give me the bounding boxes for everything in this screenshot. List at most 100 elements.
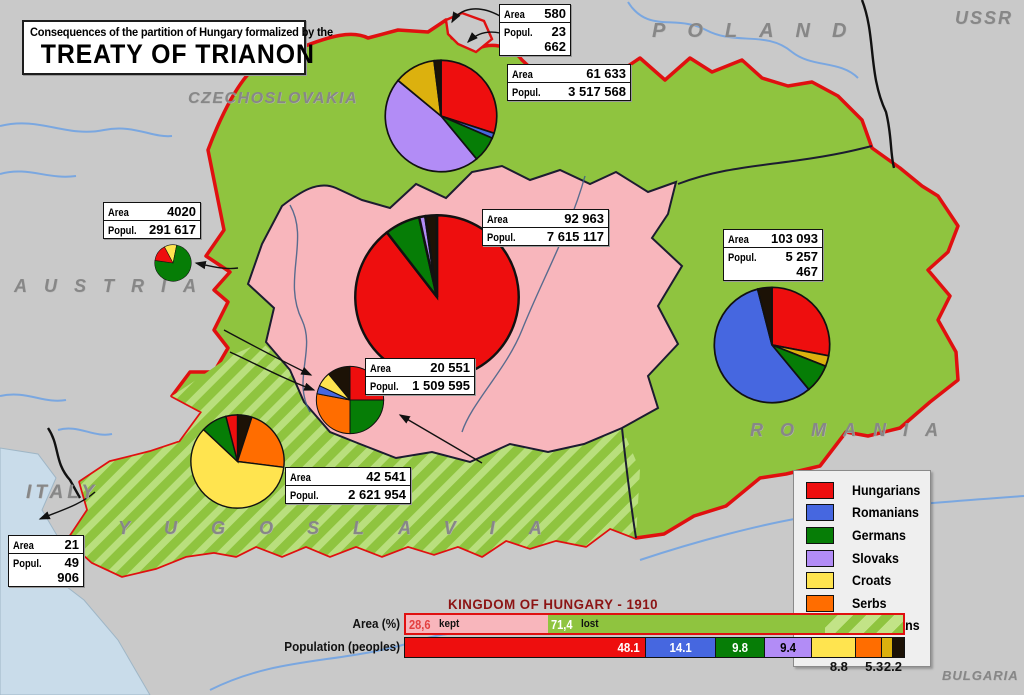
arrow-italy-coast: [38, 491, 96, 520]
map-subtitle: Consequences of the partition of Hungary…: [30, 27, 333, 39]
area-label: Area: [728, 234, 749, 246]
area-value: 42 541: [366, 469, 406, 484]
population-bar-below-labels: 8.8 5.3 2.2: [404, 659, 905, 675]
stat-row-population: Popul. 1 509 595: [366, 376, 474, 394]
stat-row-population: Popul. 5 257 467: [724, 247, 822, 280]
population-segment-Ruthenians: [881, 638, 893, 657]
population-stacked-bar: 48.1 14.1 9.8 9.4: [404, 637, 905, 658]
country-label-bulgaria: BULGARIA: [942, 668, 1019, 683]
internal-borders: [621, 145, 873, 539]
country-label-czechoslovakia: CZECHOSLOVAKIA: [188, 90, 359, 107]
stat-row-population: Popul. 291 617: [104, 220, 200, 238]
stat-row-area: Area 103 093: [724, 230, 822, 247]
bottom-chart-title: KINGDOM OF HUNGARY - 1910: [448, 596, 658, 612]
population-segment-Hungarians: 48.1: [405, 638, 646, 657]
pie-slice-Hungarians: [225, 414, 239, 462]
area-label: Area: [512, 69, 533, 81]
pie-chart-hungary: [352, 212, 522, 382]
population-label: Popul.: [370, 381, 399, 393]
area-value: 103 093: [771, 231, 818, 246]
stat-row-population: Popul. 49 906: [9, 553, 83, 586]
country-label-poland: POLAND: [652, 20, 869, 42]
stat-box-hungary: Area 92 963 Popul. 7 615 117: [482, 209, 609, 246]
stat-box-italy: Area 21 Popul. 49 906: [8, 535, 84, 587]
stat-row-area: Area 580: [500, 5, 570, 22]
area-value: 61 633: [586, 66, 626, 81]
pie-slice-Hungarians: [771, 286, 831, 357]
stat-row-area: Area 21: [9, 536, 83, 553]
area-segment-lost: 71,4 lost: [548, 615, 903, 633]
population-value: 1 509 595: [412, 378, 470, 393]
population-segment-value: 48.1: [617, 640, 640, 655]
area-label: Area: [13, 540, 34, 552]
map-title: TREATY OF TRIANON: [40, 39, 315, 69]
population-label: Popul.: [504, 27, 533, 39]
annotation-arrows: [38, 8, 501, 520]
legend-label: Germans: [852, 527, 906, 543]
map-title-box: Consequences of the partition of Hungary…: [22, 20, 333, 75]
pie-slice-Germans: [349, 399, 385, 435]
population-bar-label: Population (peoples): [284, 639, 400, 654]
legend-label: Romanians: [852, 505, 919, 521]
population-below-value-Croats: 8.8: [829, 659, 848, 674]
area-value: 92 963: [564, 211, 604, 226]
stat-box-romania: Area 103 093 Popul. 5 257 467: [723, 229, 823, 281]
population-below-value-Ruthenians: 2.2: [883, 659, 903, 674]
stat-row-population: Popul. 2 621 954: [286, 485, 410, 503]
country-label-romania: ROMANIA: [750, 420, 955, 440]
population-value: 3 517 568: [568, 84, 626, 99]
population-label: Popul.: [108, 225, 137, 237]
population-value: 2 621 954: [348, 487, 406, 502]
pie-slice-others: [423, 214, 439, 298]
population-below-value-Serbs: 5.3: [865, 659, 884, 674]
country-label-italy: ITALY: [26, 482, 99, 503]
stat-row-area: Area 42 541: [286, 468, 410, 485]
population-segment-value: 14.1: [669, 640, 692, 655]
arrow-austria-pie: [194, 260, 239, 270]
legend-item-Croats: Croats: [806, 569, 930, 592]
pie-slice-Serbs: [236, 416, 285, 469]
population-value: 7 615 117: [546, 229, 604, 244]
legend-item-Hungarians: Hungarians: [806, 479, 930, 502]
stat-box-north-enclaves: Area 580 Popul. 23 662: [499, 4, 571, 56]
stat-row-population: Popul. 7 615 117: [483, 227, 608, 245]
hatch-decoration: [824, 615, 903, 633]
population-label: Popul.: [728, 252, 757, 264]
pie-slice-Slovaks: [384, 79, 478, 173]
country-label-yugoslavia: YUGOSLAVIA: [118, 518, 576, 538]
population-value: 49 906: [57, 555, 79, 585]
area-segment-word: lost: [581, 618, 600, 630]
area-label: Area: [108, 207, 129, 219]
area-value: 4020: [167, 204, 196, 219]
area-segment-kept: 28,6 kept: [406, 615, 549, 633]
stat-row-area: Area 61 633: [508, 65, 630, 82]
stat-box-austria: Area 4020 Popul. 291 617: [103, 202, 201, 239]
legend-swatch-Croats: [806, 572, 834, 590]
population-label: Popul.: [512, 87, 541, 99]
area-bar-label: Area (%): [352, 616, 400, 631]
legend-swatch-Serbs: [806, 594, 834, 612]
population-label: Popul.: [290, 490, 319, 502]
stat-box-yugoslavia: Area 42 541 Popul. 2 621 954: [285, 467, 411, 504]
area-label: Area: [504, 9, 525, 21]
area-value: 21: [64, 537, 79, 552]
pie-slice-Croats: [190, 428, 285, 509]
population-segment-others: [892, 638, 904, 657]
area-segment-value: 71,4: [551, 616, 573, 632]
region-yugoslavia-hatched: [68, 342, 640, 576]
legend-item-Serbs: Serbs: [806, 592, 930, 615]
pie-slice-Romanians: [713, 288, 810, 404]
arrow-strip-pie-3: [398, 414, 483, 464]
pie-slice-Serbs: [315, 393, 351, 435]
stat-row-area: Area 20 551: [366, 359, 474, 376]
population-value: 291 617: [149, 222, 196, 237]
pie-chart-yugoslavia: [189, 413, 286, 510]
population-value: 23 662: [544, 24, 566, 54]
legend-label: Serbs: [852, 595, 887, 611]
arrow-strip-pie-1: [223, 329, 313, 376]
population-segment-Croats: [811, 638, 856, 657]
area-segment-value: 28,6: [409, 616, 431, 632]
country-label-ussr: USSR: [955, 8, 1014, 28]
area-stacked-bar: 28,6 kept 71,4 lost: [404, 613, 905, 635]
